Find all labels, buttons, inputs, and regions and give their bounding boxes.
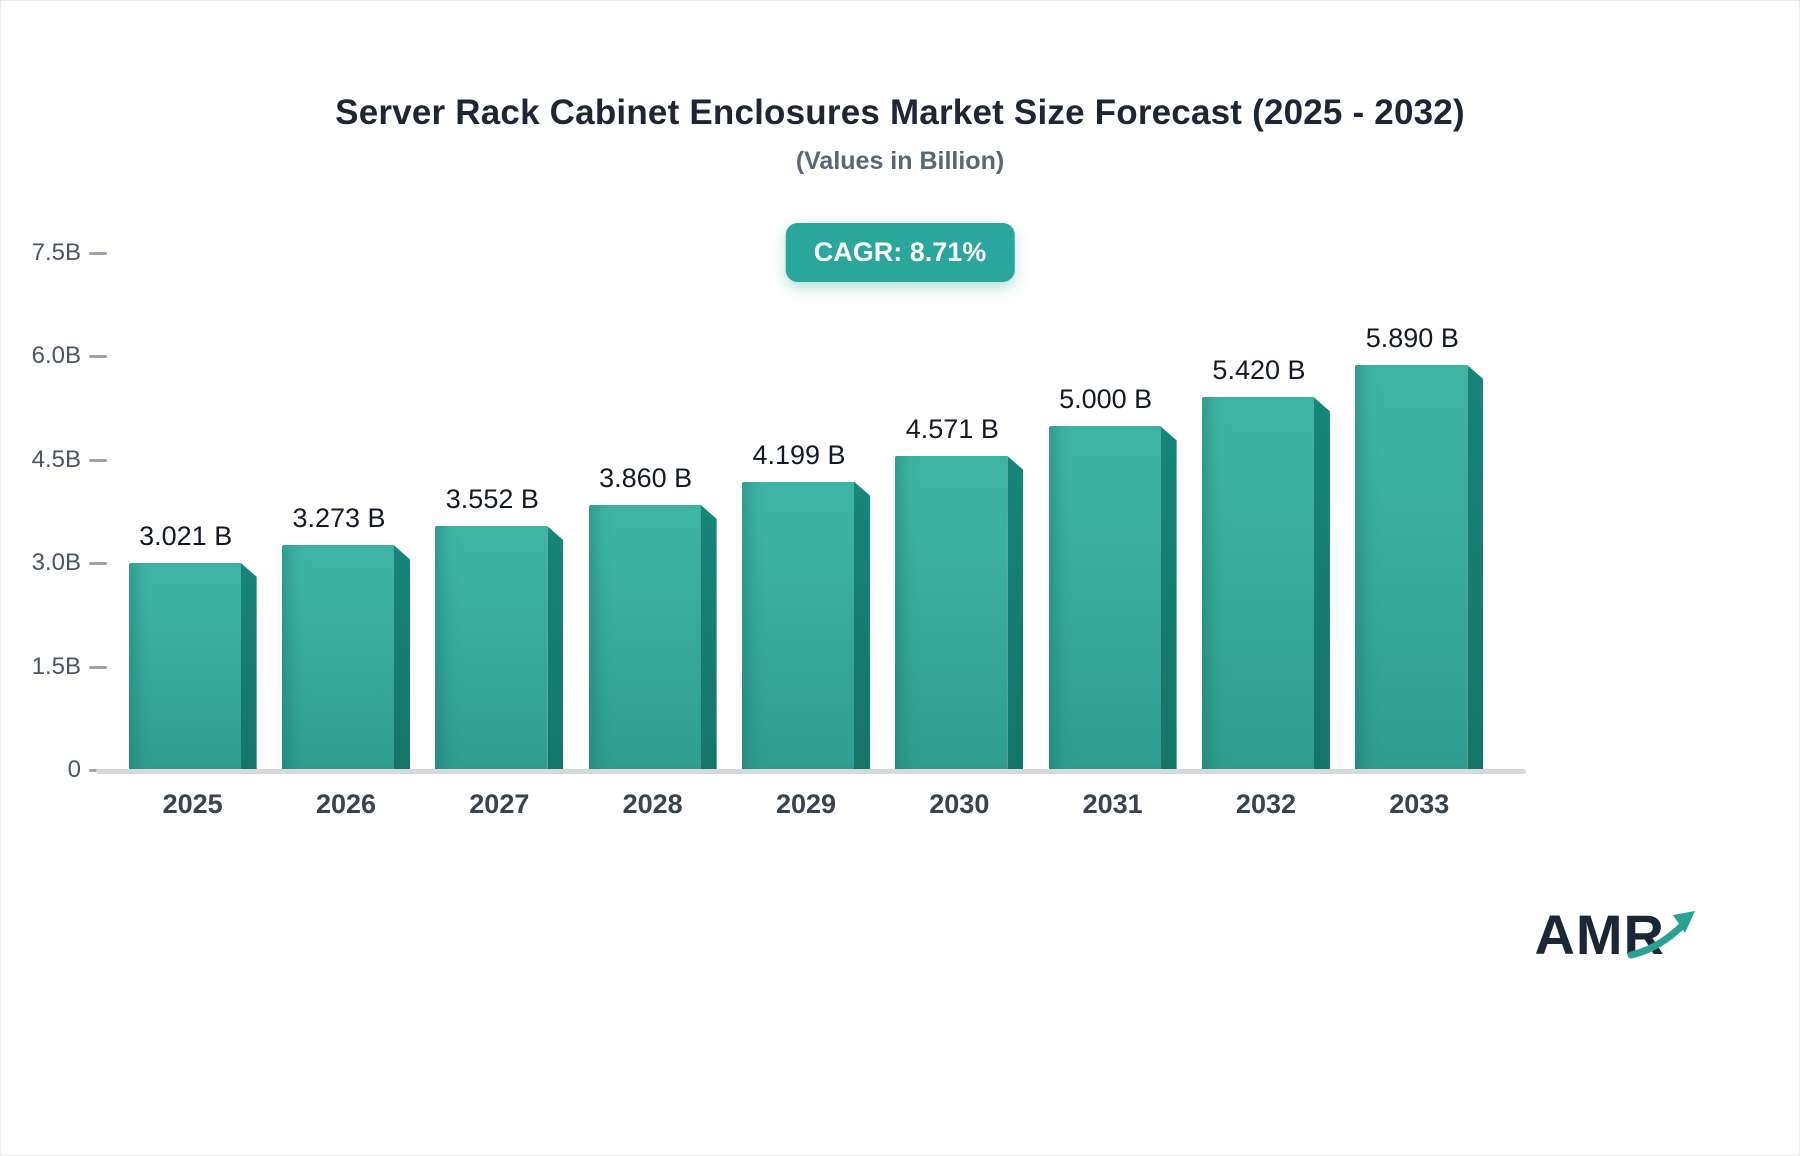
bar-side-face [393, 545, 410, 771]
bar-column: 3.021 B [116, 254, 269, 771]
bar-value-label: 4.199 B [752, 439, 846, 470]
bar-front-face [281, 545, 394, 771]
bar [895, 455, 1024, 771]
bar-front-face [895, 455, 1008, 771]
x-axis-label: 2026 [315, 789, 377, 819]
plot-area: 3.021 B 3.273 B 3.552 B 3.860 B 4.199 B 4.571… [116, 254, 1496, 771]
x-axis-label: 2028 [622, 789, 683, 819]
y-tick-label: 7.5B [31, 239, 81, 266]
x-axis-label: 2031 [1082, 789, 1143, 819]
growth-arrow-icon [1627, 911, 1695, 959]
bar-front-face [1048, 426, 1161, 771]
y-tick-mark [89, 458, 107, 462]
x-axis-label: 2029 [775, 789, 837, 819]
bar-side-face [1160, 426, 1177, 771]
bar [435, 526, 564, 771]
bar-front-face [741, 481, 854, 771]
bar-value-label: 5.420 B [1212, 355, 1306, 386]
bar-column: 3.860 B [576, 254, 729, 771]
x-axis-label: 2027 [469, 789, 530, 819]
bar [1201, 397, 1330, 771]
y-tick-label: 4.5B [31, 445, 81, 473]
bar-value-label: 3.021 B [139, 520, 233, 551]
cagr-badge: CAGR: 8.71% [785, 223, 1015, 282]
bar-side-face [700, 504, 717, 771]
bar [281, 545, 410, 771]
bar [128, 562, 257, 771]
bar-front-face [128, 562, 241, 771]
y-tick-mark [89, 665, 107, 669]
bar-front-face [1201, 397, 1314, 771]
bar-column: 4.571 B [883, 254, 1036, 771]
bar [741, 481, 870, 771]
y-tick-mark [89, 355, 107, 359]
bar-front-face [435, 526, 548, 771]
bar-side-face [1467, 364, 1484, 771]
y-tick-label: 6.0B [31, 342, 81, 370]
y-tick-label: 0 [67, 756, 81, 783]
x-axis: 2025 2026 2027 2028 2029 2030 2031 2032 2033 [116, 789, 1496, 820]
y-tick-mark [89, 252, 107, 255]
x-axis-label: 2032 [1235, 789, 1296, 819]
bar [588, 504, 717, 771]
bar-column: 5.000 B [1036, 254, 1189, 771]
x-axis-line [96, 769, 1526, 774]
bar-value-label: 5.890 B [1365, 322, 1459, 353]
bar-side-face [240, 562, 257, 771]
bar-side-face [1007, 455, 1024, 771]
bar-column: 3.552 B [423, 254, 576, 771]
bar [1048, 426, 1177, 771]
x-axis-label: 2033 [1389, 789, 1450, 819]
bar-value-label: 3.860 B [599, 462, 693, 493]
chart-title: Server Rack Cabinet Enclosures Market Si… [335, 93, 1465, 132]
bar-side-face [853, 481, 870, 771]
chart-area: 0 1.5B 3.0B 4.5B 6.0B 7.5B 3.021 B 3.273 B 3.55… [32, 239, 1526, 819]
bar-column: 5.890 B [1343, 254, 1496, 771]
bar-side-face [1313, 397, 1330, 771]
bar-value-label: 3.552 B [445, 484, 539, 515]
bar-column: 4.199 B [729, 254, 882, 771]
bar-side-face [547, 526, 564, 771]
chart-subtitle: (Values in Billion) [795, 147, 1005, 175]
bar-front-face [1355, 364, 1468, 771]
brand-logo: AMR [1534, 907, 1699, 963]
bar-column: 5.420 B [1189, 254, 1342, 771]
bar-value-label: 3.273 B [292, 503, 386, 534]
bar-front-face [588, 504, 701, 771]
y-tick-mark [89, 562, 107, 566]
y-tick-label: 1.5B [31, 652, 81, 680]
x-axis-label: 2025 [162, 789, 223, 819]
bar-value-label: 5.000 B [1059, 384, 1153, 415]
y-axis: 0 1.5B 3.0B 4.5B 6.0B 7.5B [1, 239, 116, 783]
bar-column: 3.273 B [269, 254, 422, 771]
x-axis-label: 2030 [929, 789, 990, 819]
bar [1355, 364, 1484, 771]
bar-value-label: 4.571 B [905, 413, 999, 444]
y-tick-label: 3.0B [31, 549, 81, 577]
